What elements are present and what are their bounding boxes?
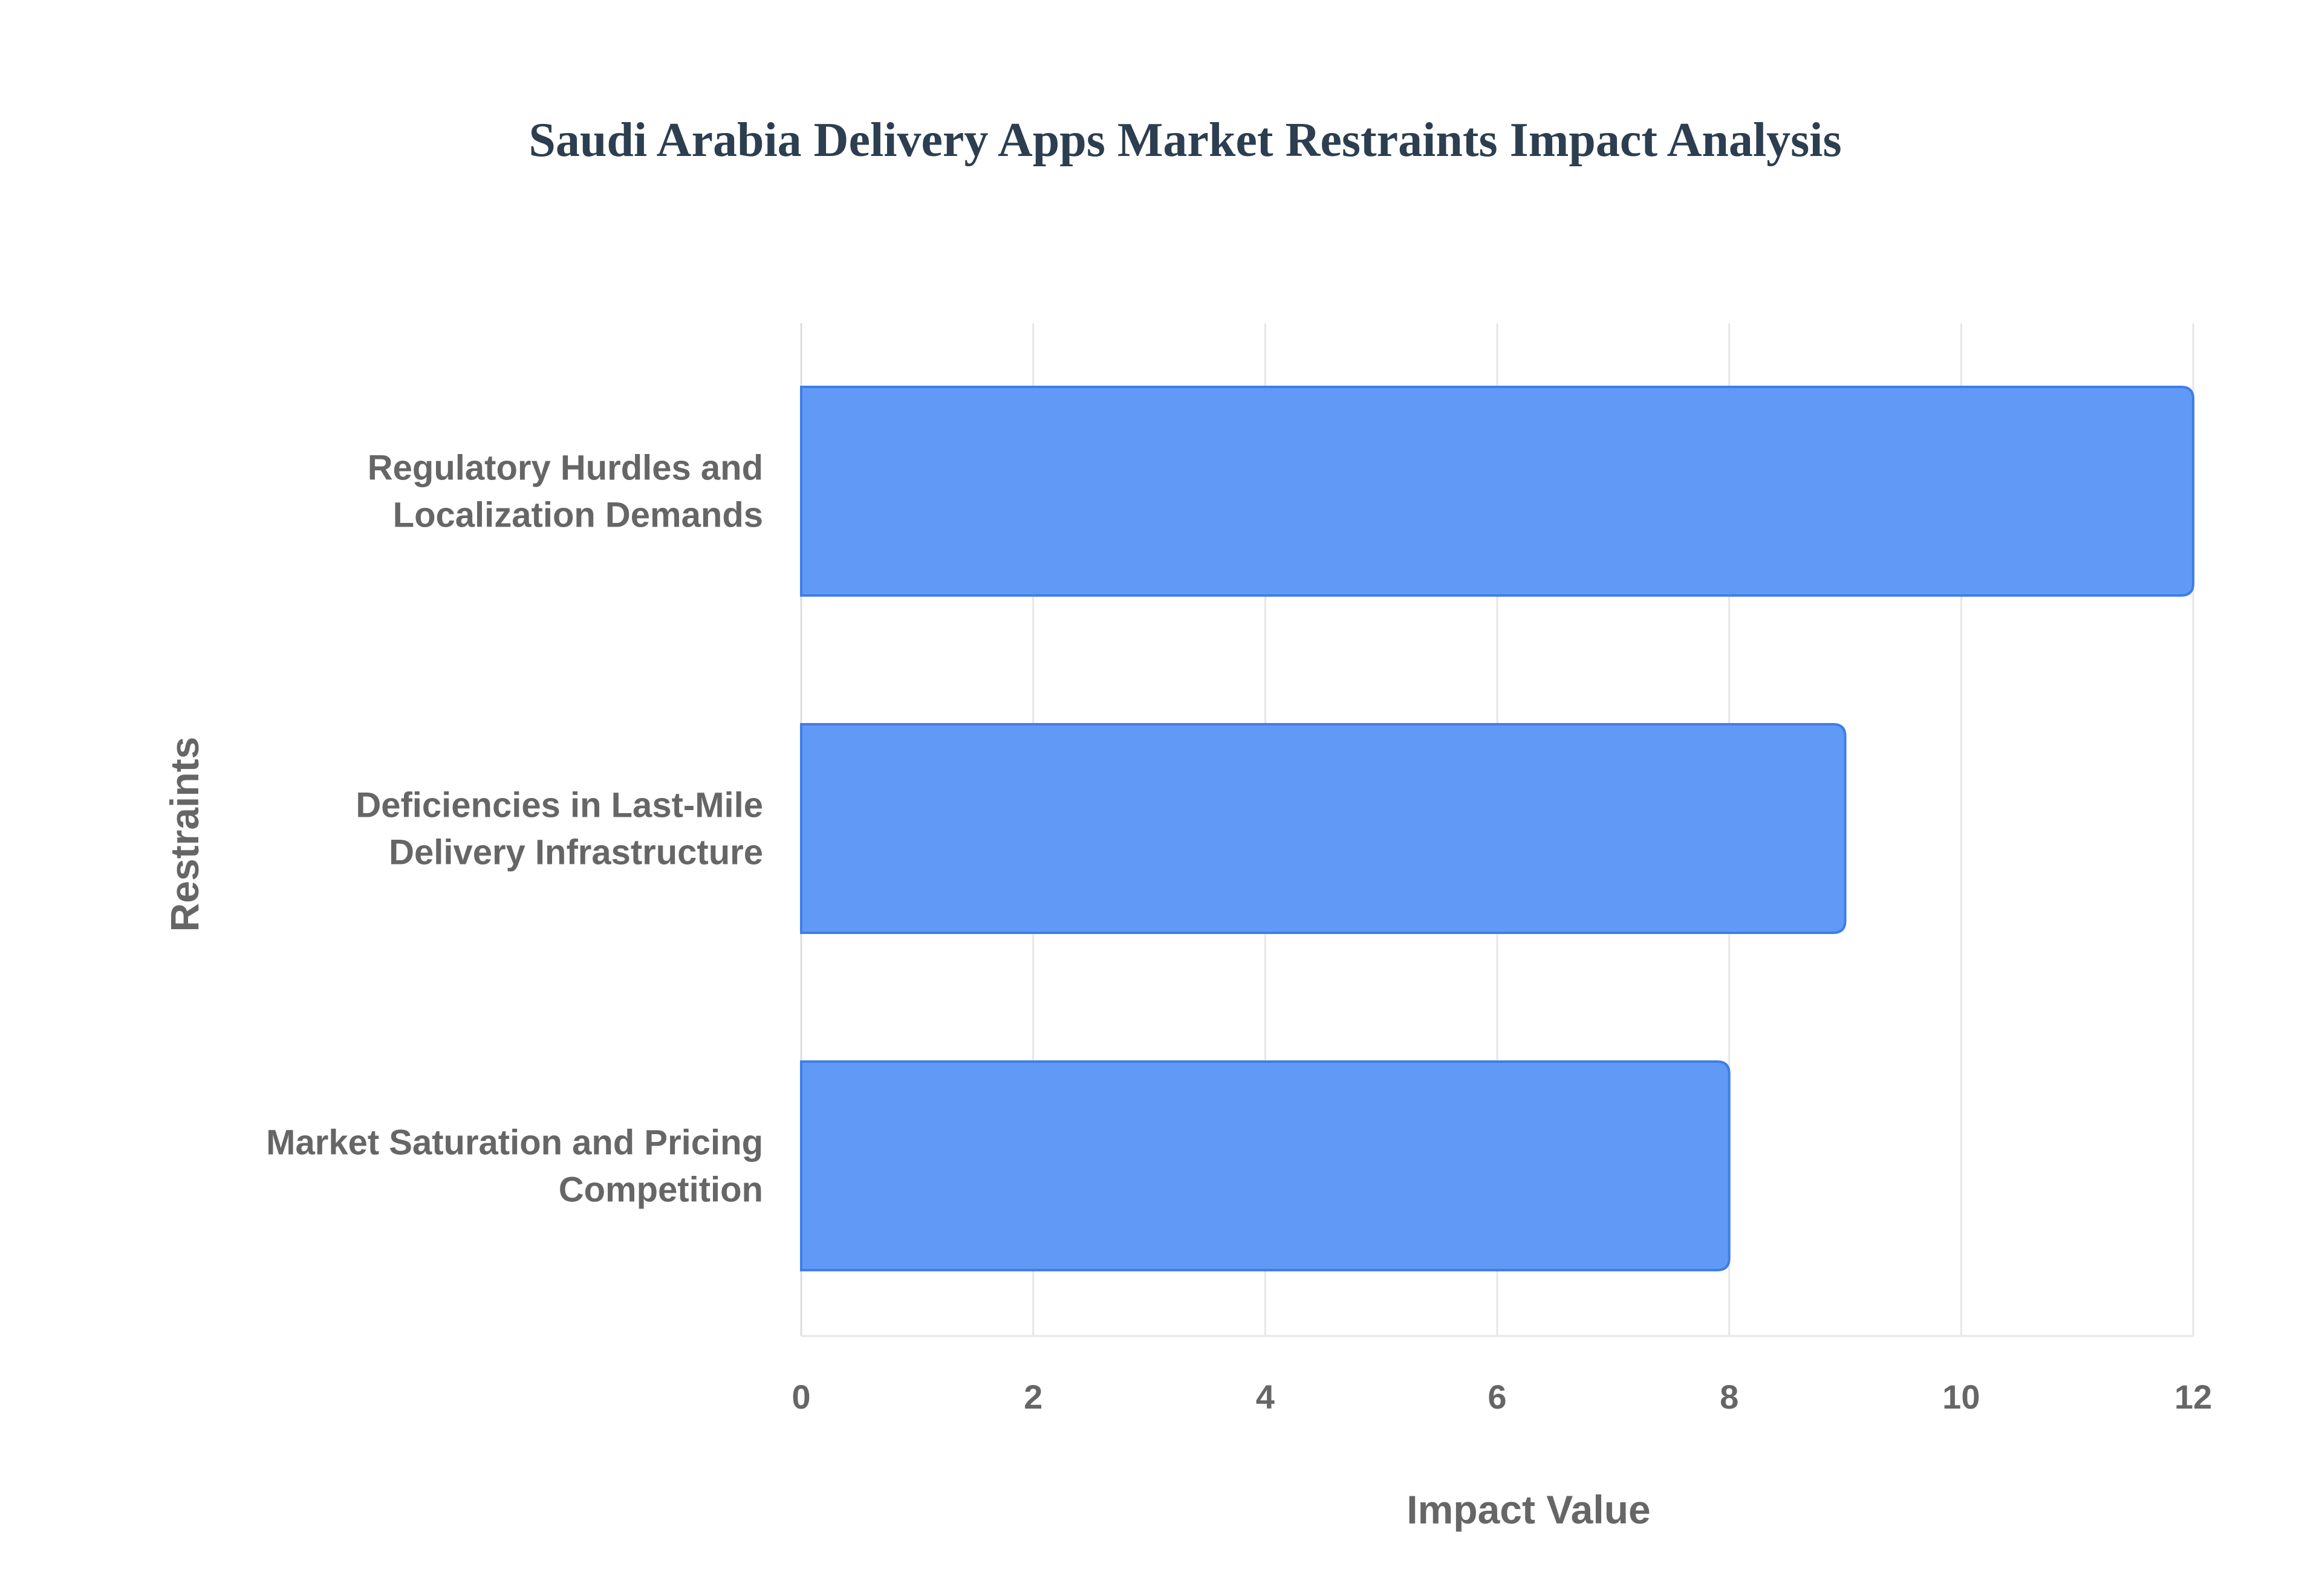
x-axis-ticks: 0 2 4 6 8 10 12 [792, 1378, 2212, 1416]
y-axis-title: Restraints [162, 737, 207, 932]
x-tick-label: 10 [1942, 1378, 1980, 1416]
x-tick-label: 6 [1488, 1378, 1506, 1416]
y-category-label-line: Market Saturation and Pricing [266, 1123, 763, 1163]
y-category-label-line: Regulatory Hurdles and [368, 449, 763, 488]
y-category-label-line: Localization Demands [393, 496, 763, 535]
y-category-label: Deficiencies in Last-Mile Delivery Infras… [356, 786, 763, 872]
x-tick-label: 12 [2174, 1378, 2212, 1416]
y-category-label: Market Saturation and Pricing Competition [266, 1123, 763, 1210]
bars [800, 386, 2194, 1271]
y-axis-categories: Regulatory Hurdles and Localization Deman… [266, 449, 763, 1210]
x-tick-label: 0 [792, 1378, 810, 1416]
chart-title: Saudi Arabia Delivery Apps Market Restra… [528, 114, 1841, 167]
bar [800, 723, 1847, 934]
bar [800, 386, 2194, 597]
x-tick-label: 4 [1256, 1378, 1275, 1416]
x-tick-label: 8 [1720, 1378, 1738, 1416]
y-category-label-line: Delivery Infrastructure [389, 833, 763, 872]
x-tick-label: 2 [1024, 1378, 1042, 1416]
bar [800, 1060, 1731, 1271]
x-axis-title: Impact Value [1407, 1487, 1651, 1532]
y-category-label-line: Competition [559, 1170, 763, 1210]
y-category-label-line: Deficiencies in Last-Mile [356, 786, 763, 825]
y-category-label: Regulatory Hurdles and Localization Deman… [368, 449, 763, 535]
